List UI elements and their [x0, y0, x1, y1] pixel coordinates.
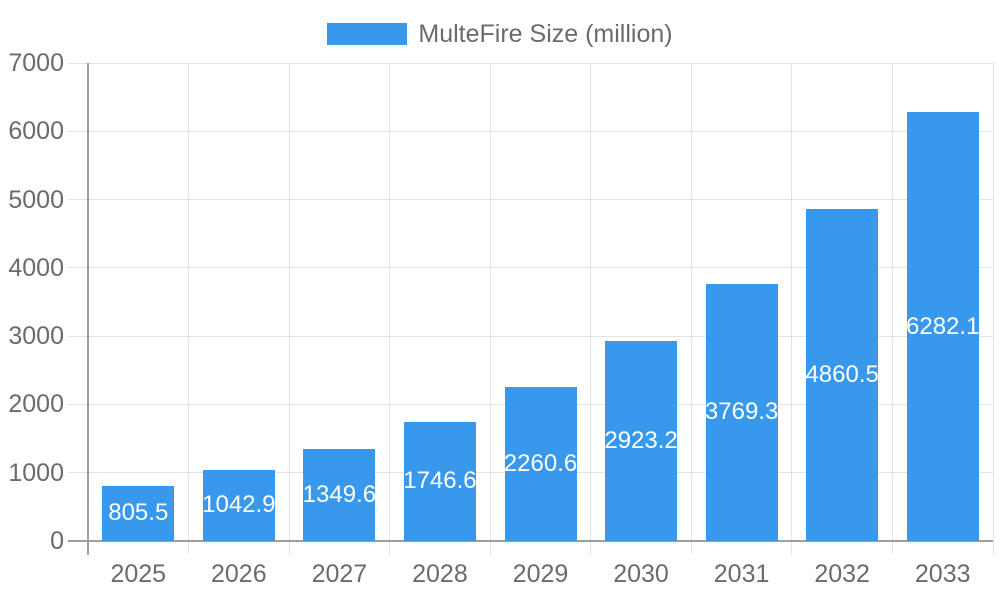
bar-value-label: 1042.9 — [202, 491, 276, 519]
x-axis-tick-label: 2029 — [512, 560, 569, 588]
legend-swatch-icon — [327, 23, 408, 45]
x-axis-tick-label: 2032 — [814, 560, 870, 588]
y-axis-tick-label: 5000 — [8, 185, 64, 214]
bar-value-label: 6282.1 — [906, 312, 980, 340]
x-axis-tick-label: 2025 — [110, 560, 167, 588]
x-gridline — [389, 63, 391, 555]
x-gridline — [690, 63, 692, 555]
x-gridline — [791, 63, 793, 555]
x-axis-tick-label: 2026 — [211, 560, 267, 588]
bar-value-label: 1746.6 — [403, 467, 477, 495]
x-axis-tick-label: 2033 — [914, 560, 971, 588]
bar-value-label: 2260.6 — [503, 449, 578, 477]
x-gridline — [188, 63, 190, 555]
bar-2029[interactable] — [504, 386, 577, 541]
bar-2032[interactable] — [806, 209, 879, 541]
bar-2031[interactable] — [705, 283, 778, 541]
x-axis-tick-label: 2027 — [311, 560, 368, 588]
bar-value-label: 3769.3 — [704, 398, 779, 426]
y-gridline — [68, 267, 993, 269]
y-axis-tick-label: 4000 — [8, 253, 64, 282]
legend-label: MulteFire Size (million) — [418, 19, 673, 48]
x-axis-tick-label: 2028 — [412, 560, 468, 588]
bar-value-label: 2923.2 — [604, 427, 678, 455]
x-axis-line — [68, 540, 993, 542]
x-gridline — [891, 63, 893, 555]
x-axis-tick-label: 2030 — [613, 560, 669, 588]
bar-2030[interactable] — [605, 341, 678, 541]
y-gridline — [68, 335, 993, 337]
bar-value-label: 805.5 — [108, 499, 169, 527]
y-axis-tick-label: 1000 — [8, 458, 64, 487]
bar-2027[interactable] — [303, 448, 376, 541]
y-axis-tick-label: 0 — [50, 527, 64, 555]
legend-item[interactable]: MulteFire Size (million) — [0, 20, 1000, 48]
bar-value-label: 1349.6 — [302, 480, 377, 508]
y-gridline — [68, 130, 993, 132]
y-gridline — [68, 199, 993, 201]
bar-2025[interactable] — [102, 485, 175, 541]
x-gridline — [288, 63, 290, 555]
bar-2033[interactable] — [906, 112, 979, 541]
y-axis-line — [87, 63, 89, 555]
y-axis-tick-label: 2000 — [8, 390, 64, 419]
y-axis-tick-label: 3000 — [8, 322, 64, 351]
x-gridline — [489, 63, 491, 555]
x-axis-tick-label: 2031 — [713, 560, 770, 588]
y-axis-tick-label: 6000 — [8, 117, 64, 146]
bar-2028[interactable] — [403, 421, 476, 541]
x-gridline — [992, 63, 994, 555]
x-gridline — [590, 63, 592, 555]
bar-value-label: 4860.5 — [805, 361, 879, 389]
y-gridline — [68, 62, 993, 64]
y-axis-tick-label: 7000 — [8, 49, 64, 77]
bar-2026[interactable] — [202, 469, 275, 541]
